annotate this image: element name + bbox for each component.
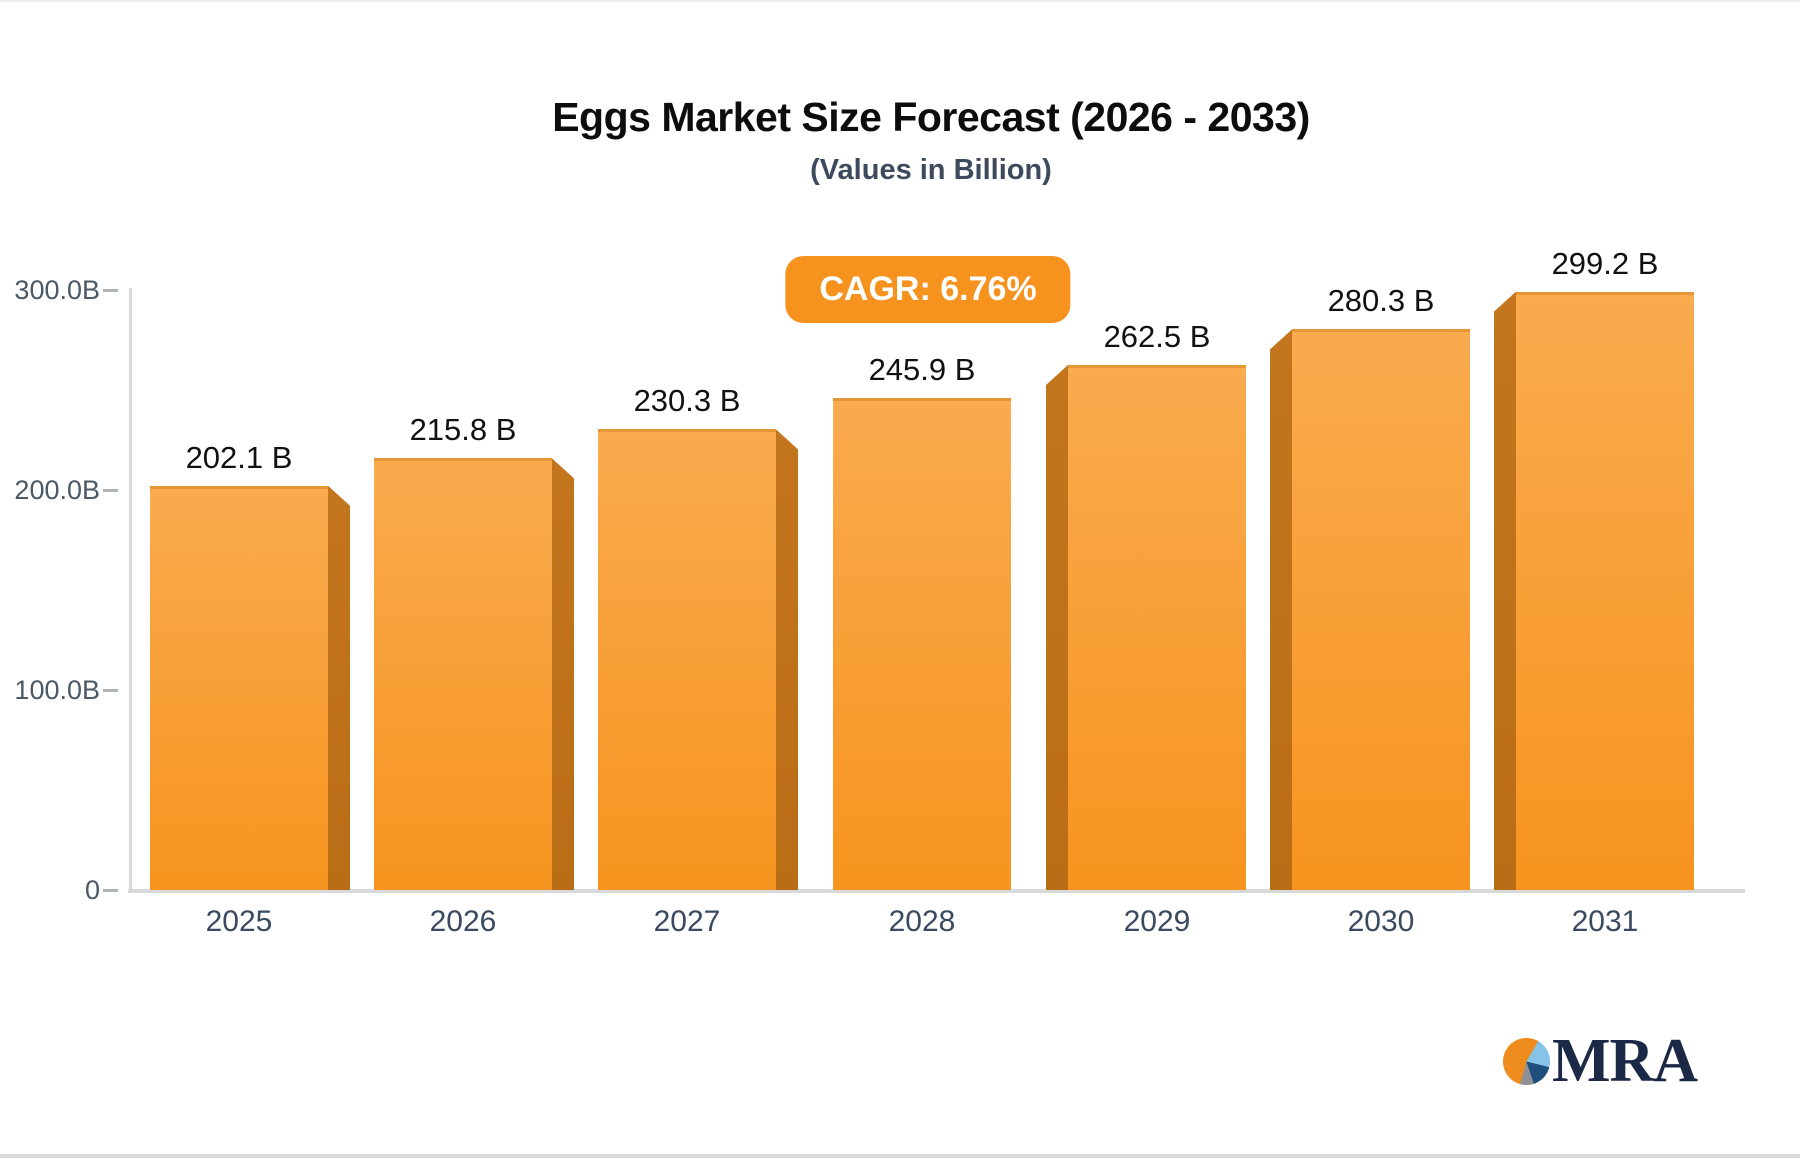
logo-text: MRA — [1552, 1027, 1698, 1095]
bar-2025-side-face — [328, 485, 350, 890]
y-tick-mark — [103, 889, 118, 892]
pie-chart-logo-icon — [1503, 1038, 1550, 1085]
y-tick-label: 200.0B — [14, 475, 100, 505]
bar-value-label: 202.1 B — [185, 439, 293, 475]
bar-2031 — [1516, 291, 1694, 890]
bar-2028 — [833, 398, 1011, 890]
bar-2030-side-face — [1270, 329, 1292, 890]
bar-2026-side-face — [552, 458, 574, 890]
bar-2031-side-face — [1494, 291, 1516, 890]
bar-2030 — [1292, 329, 1470, 890]
y-tick-label: 300.0B — [14, 275, 100, 305]
x-tick-label: 2028 — [888, 905, 956, 938]
y-tick-mark — [103, 289, 118, 292]
y-axis-line — [129, 288, 132, 892]
x-tick-label: 2031 — [1571, 905, 1639, 938]
bar-2029-side-face — [1046, 365, 1068, 890]
x-tick-label: 2027 — [653, 905, 721, 938]
x-tick-label: 2029 — [1123, 905, 1191, 938]
x-tick-label: 2030 — [1347, 905, 1415, 938]
y-tick-label: 100.0B — [14, 675, 100, 705]
y-tick-label: 0 — [84, 875, 100, 905]
bar-value-label: 280.3 B — [1327, 283, 1435, 319]
bar-value-label: 230.3 B — [633, 383, 741, 419]
bar-2026 — [374, 458, 552, 890]
bar-2029 — [1068, 365, 1246, 890]
y-tick-mark — [103, 489, 118, 492]
bar-value-label: 245.9 B — [868, 352, 976, 388]
y-tick-mark — [103, 689, 118, 692]
x-axis-line — [128, 889, 1745, 893]
bar-value-label: 215.8 B — [409, 412, 517, 448]
mra-logo: MRA — [1503, 1027, 1698, 1095]
bar-value-label: 299.2 B — [1551, 245, 1659, 281]
bar-2027-side-face — [776, 429, 798, 890]
bar-value-label: 262.5 B — [1103, 319, 1211, 354]
x-tick-label: 2025 — [205, 905, 273, 938]
chart-subtitle: (Values in Billion) — [810, 154, 1052, 186]
cagr-badge: CAGR: 6.76% — [785, 256, 1071, 323]
bar-2027 — [598, 429, 776, 890]
screenshot-bottom-edge — [0, 1154, 1800, 1158]
x-tick-label: 2026 — [429, 905, 497, 938]
bar-2025 — [150, 485, 328, 890]
chart-title: Eggs Market Size Forecast (2026 - 2033) — [552, 94, 1310, 140]
